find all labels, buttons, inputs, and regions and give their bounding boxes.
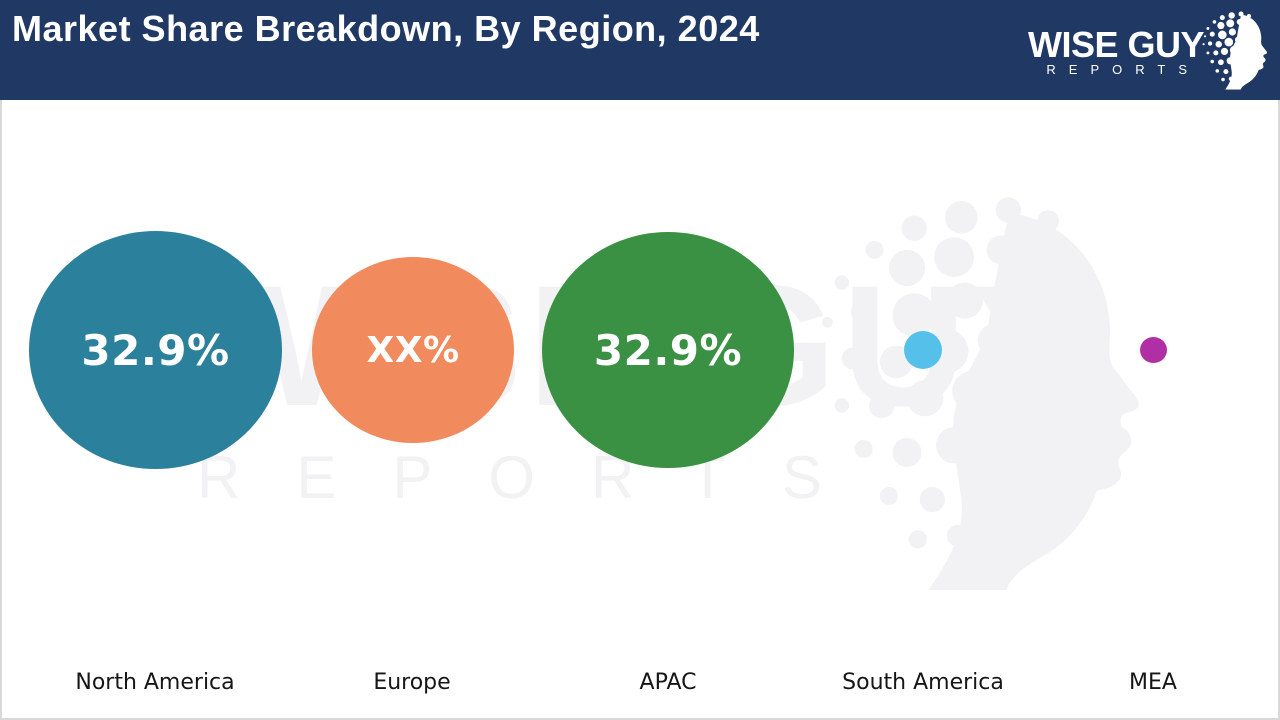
- logo-wordmark: WISE GUY: [1027, 24, 1205, 65]
- chart-area: WISE GUY REPORTS 32.9% XX% 32.9% North A…: [0, 100, 1280, 720]
- bubble-europe: XX%: [312, 257, 514, 443]
- bubble-north-america: 32.9%: [29, 231, 282, 469]
- header-bar: Market Share Breakdown, By Region, 2024 …: [0, 0, 1280, 100]
- logo-tagline: REPORTS: [1046, 62, 1200, 77]
- wise-guy-logo: WISE GUY REPORTS: [1022, 4, 1272, 96]
- bubble-mea: [1140, 337, 1167, 363]
- category-label-mea: MEA: [1129, 670, 1177, 695]
- bubble-south-america: [904, 331, 942, 369]
- watermark-head-silhouette-icon: [802, 192, 1164, 590]
- category-label-apac: APAC: [639, 670, 697, 695]
- watermark-tagline: REPORTS: [197, 444, 878, 511]
- bubble-apac: 32.9%: [542, 232, 794, 468]
- page-title: Market Share Breakdown, By Region, 2024: [12, 8, 760, 49]
- category-label-europe: Europe: [373, 670, 451, 695]
- bubble-value-label: 32.9%: [593, 325, 743, 375]
- category-label-north-america: North America: [75, 670, 235, 695]
- bubble-value-label: 32.9%: [81, 325, 230, 375]
- bubble-value-label: XX%: [366, 329, 460, 371]
- head-silhouette-icon: [1200, 8, 1272, 92]
- category-label-south-america: South America: [842, 670, 1004, 695]
